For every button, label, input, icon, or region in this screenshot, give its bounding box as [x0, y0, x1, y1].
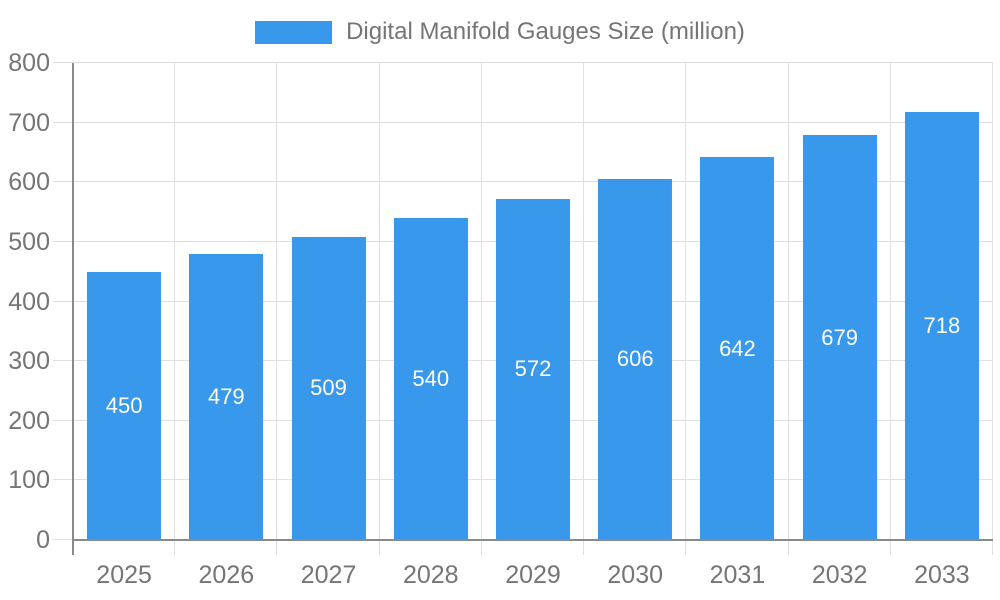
y-axis-tick-label: 200	[8, 406, 50, 435]
x-axis-tick-label: 2032	[811, 561, 868, 589]
bar-2032[interactable]: 679	[802, 135, 877, 540]
bar-2031[interactable]: 642	[700, 157, 775, 540]
gridline-vertical	[685, 63, 687, 555]
x-axis-tick-label: 2027	[300, 561, 357, 589]
bar-value-label: 479	[207, 384, 245, 410]
bar-2033[interactable]: 718	[904, 111, 979, 540]
y-axis-tick-label: 500	[8, 227, 50, 256]
bar-2027[interactable]: 509	[291, 236, 366, 540]
gridline-vertical	[276, 63, 278, 555]
gridline-vertical	[992, 63, 993, 555]
x-axis-tick-label: 2028	[402, 561, 459, 589]
gridline-vertical	[378, 63, 380, 555]
y-axis-line	[72, 63, 74, 555]
y-axis-tick-label: 400	[8, 287, 50, 316]
y-axis-tick-label: 0	[36, 526, 50, 554]
legend-swatch[interactable]	[255, 20, 333, 44]
x-axis-line	[73, 539, 993, 541]
bar-value-label: 540	[412, 366, 450, 392]
gridline-horizontal	[53, 181, 993, 183]
gridline-vertical	[480, 63, 482, 555]
bar-2025[interactable]: 450	[87, 271, 162, 540]
y-axis-tick-label: 800	[8, 49, 50, 77]
y-axis-tick-label: 100	[8, 466, 50, 495]
y-axis-labels: 0 100 200 300 400 500 600 700 800	[0, 50, 50, 553]
bar-value-label: 450	[105, 392, 143, 418]
plot-area: 450 479 509 540 572 606 642 679 718	[53, 62, 993, 555]
x-axis-tick-label: 2029	[505, 561, 561, 589]
x-axis-tick-label: 2031	[709, 561, 766, 589]
bar-2029[interactable]: 572	[495, 198, 571, 540]
y-axis-tick-label: 600	[8, 168, 50, 197]
bar-value-label: 572	[514, 356, 552, 382]
bar-2028[interactable]: 540	[393, 218, 468, 540]
gridline-vertical	[889, 63, 891, 555]
x-axis-labels: 2025 2026 2027 2028 2029 2030 2031 2032 2033	[73, 558, 993, 594]
gridline-vertical	[174, 63, 176, 555]
gridline-vertical	[583, 63, 585, 555]
y-axis-tick-label: 700	[8, 108, 50, 137]
x-axis-tick-label: 2030	[607, 561, 664, 589]
bar-value-label: 679	[821, 324, 859, 350]
bar-value-label: 642	[719, 335, 756, 361]
bar-value-label: 606	[616, 346, 654, 372]
gridline-horizontal	[53, 121, 993, 123]
bar-2030[interactable]: 606	[598, 178, 673, 540]
legend-label: Digital Manifold Gauges Size (million)	[346, 18, 745, 45]
bar-value-label: 718	[923, 312, 961, 338]
x-axis-tick-label: 2033	[914, 561, 970, 589]
y-axis-tick-label: 300	[8, 347, 50, 376]
gridline-horizontal	[53, 62, 993, 63]
bar-2026[interactable]: 479	[189, 254, 264, 540]
gridline-vertical	[787, 63, 789, 555]
x-axis-tick-label: 2025	[96, 561, 152, 589]
bar-value-label: 509	[310, 375, 347, 401]
legend[interactable]: Digital Manifold Gauges Size (million)	[0, 14, 1000, 50]
x-axis-tick-label: 2026	[198, 561, 255, 589]
